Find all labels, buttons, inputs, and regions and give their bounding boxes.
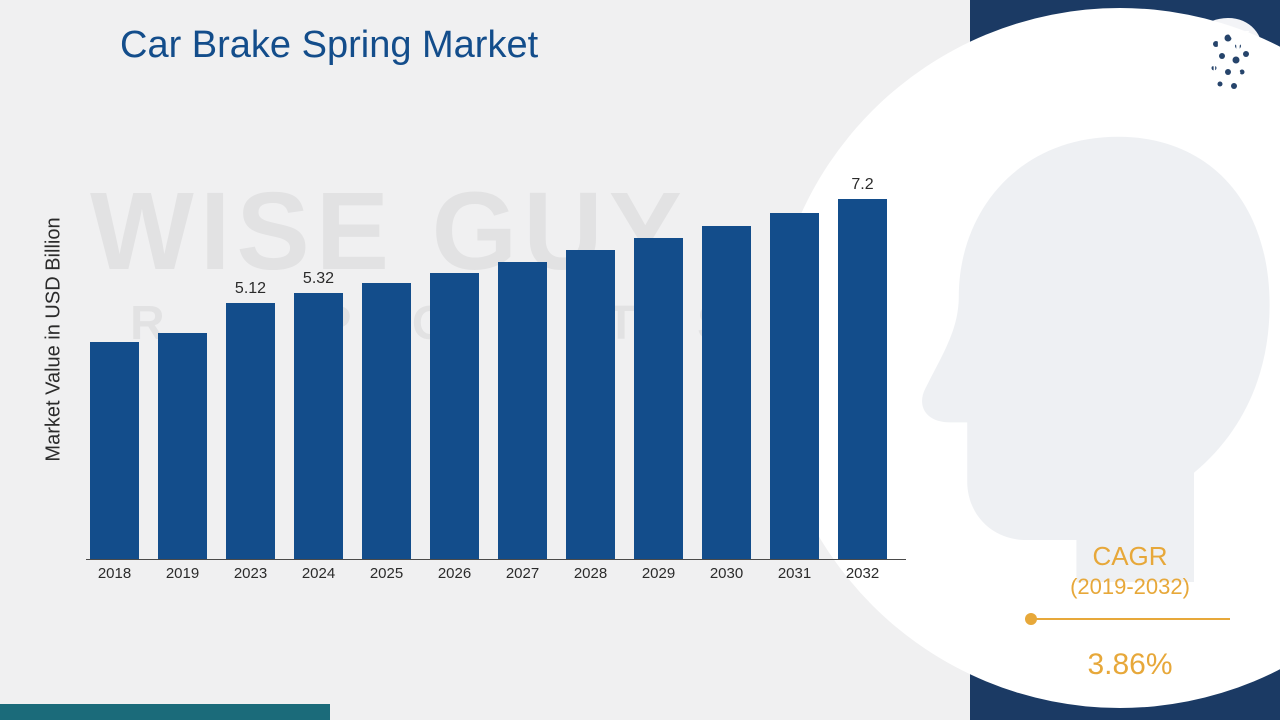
bar (634, 238, 683, 559)
bar (702, 226, 751, 560)
bar (362, 283, 411, 559)
brand-logo: WISE GUY REPORTS (1056, 26, 1252, 80)
bar (838, 199, 887, 559)
bar-value-label: 5.32 (303, 270, 334, 288)
brand-line2: REPORTS (1056, 64, 1252, 80)
chart-area: Market Value in USD Billion 201820192023… (40, 160, 900, 590)
cagr-range: (2019-2032) (980, 574, 1280, 600)
x-axis-line (86, 559, 906, 560)
x-tick-label: 2018 (98, 565, 131, 582)
x-tick-label: 2030 (710, 565, 743, 582)
x-tick-label: 2028 (574, 565, 607, 582)
brand-line1: WISE GUY (1056, 26, 1252, 62)
head-watermark-icon (900, 120, 1278, 582)
bar (498, 262, 547, 560)
chart-title: Car Brake Spring Market (120, 24, 538, 67)
bar-value-label: 5.12 (235, 280, 266, 298)
x-tick-label: 2027 (506, 565, 539, 582)
bar (770, 213, 819, 560)
bar (294, 293, 343, 559)
y-axis-label: Market Value in USD Billion (43, 140, 66, 540)
x-tick-label: 2032 (846, 565, 879, 582)
bar (90, 342, 139, 560)
bar-value-label: 7.2 (851, 176, 873, 194)
cagr-block: CAGR (2019-2032) 3.86% (980, 541, 1280, 682)
cagr-divider (1030, 618, 1230, 620)
x-tick-label: 2019 (166, 565, 199, 582)
bar (566, 250, 615, 559)
x-tick-label: 2025 (370, 565, 403, 582)
bar (226, 303, 275, 559)
x-tick-label: 2023 (234, 565, 267, 582)
cagr-label: CAGR (980, 541, 1280, 572)
x-tick-label: 2026 (438, 565, 471, 582)
x-tick-label: 2024 (302, 565, 335, 582)
cagr-value: 3.86% (980, 648, 1280, 682)
bar (430, 273, 479, 560)
bottom-accent-strip (0, 704, 330, 720)
plot-region: 2018201920235.1220245.322025202620272028… (86, 160, 906, 560)
bar (158, 333, 207, 559)
x-tick-label: 2029 (642, 565, 675, 582)
x-tick-label: 2031 (778, 565, 811, 582)
